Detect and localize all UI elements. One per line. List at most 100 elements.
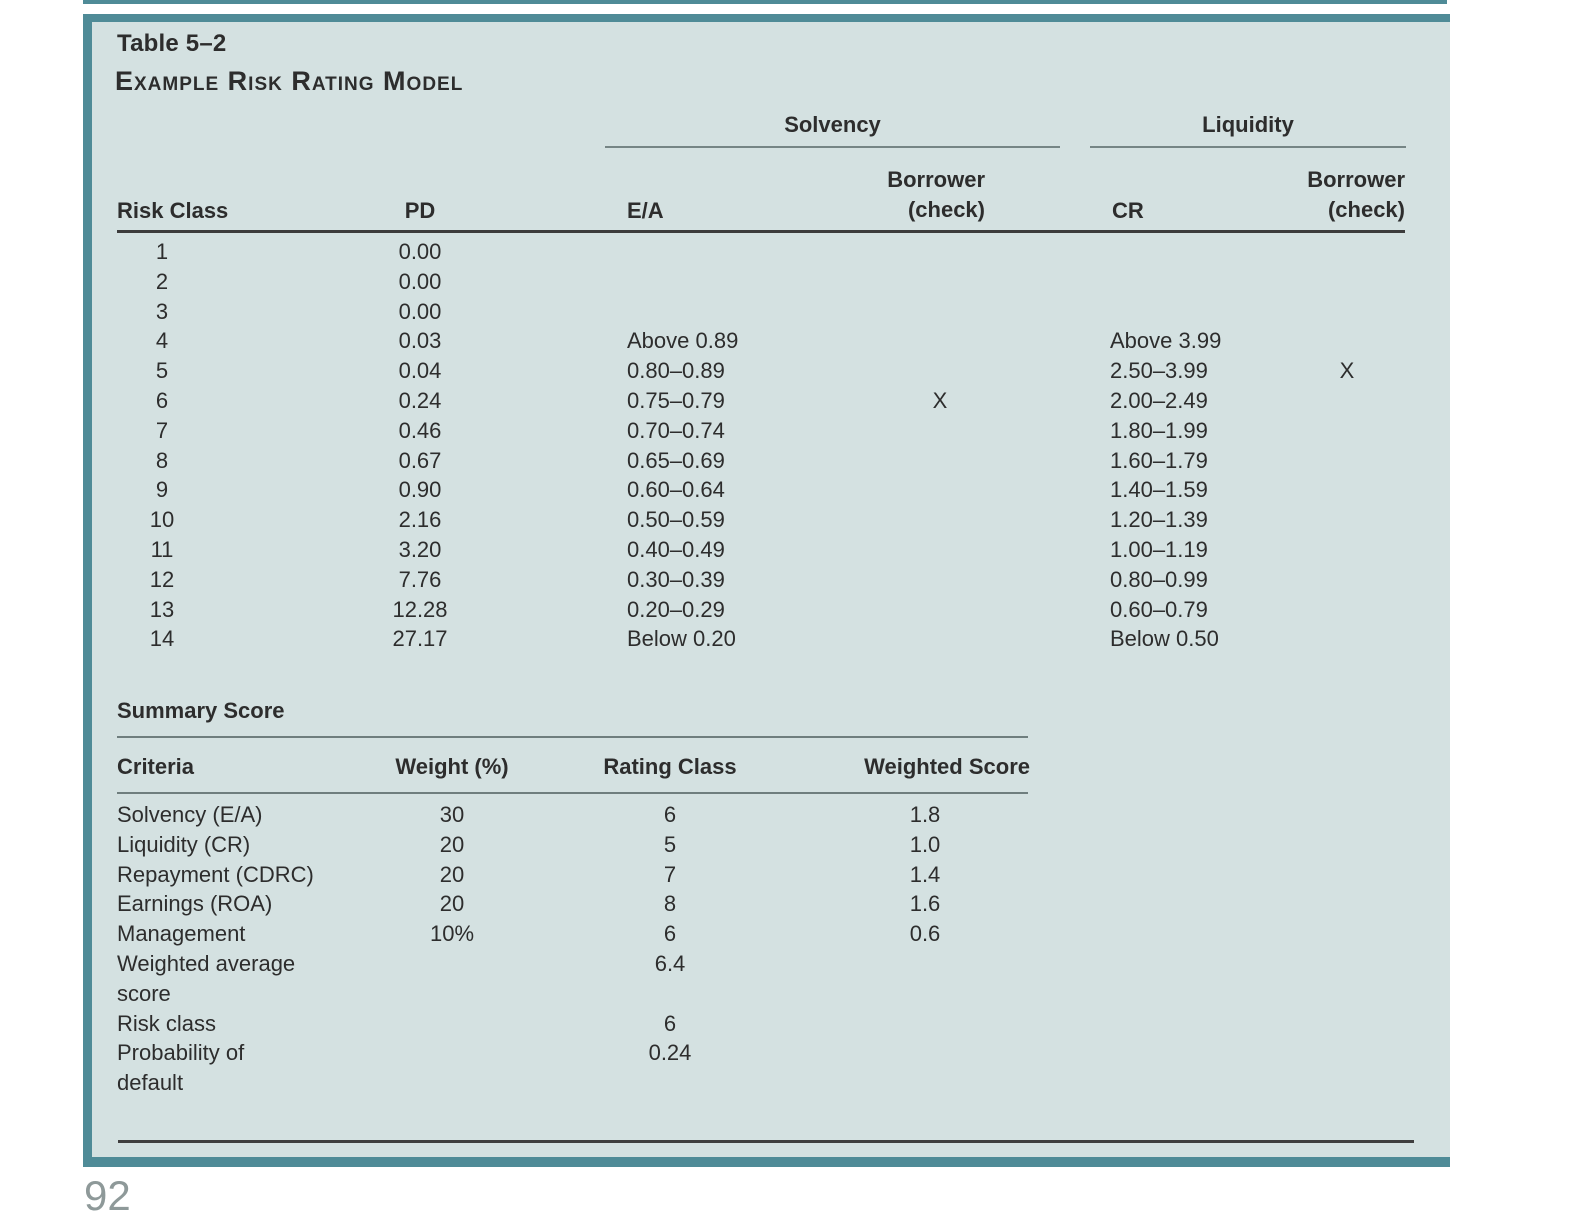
weighted-score-cell: 1.0	[909, 831, 941, 857]
risk-class-rows: 1 0.00 2 0.00 3 0.00	[117, 237, 1427, 654]
rating-class-cell: 6.4	[654, 950, 686, 976]
summary-row: Management 10% 6 0.6	[117, 919, 1427, 949]
cr-range-cell: 1.40–1.59	[1110, 477, 1208, 503]
risk-class-cell: 13	[149, 596, 175, 622]
previous-panel-edge	[83, 0, 1447, 4]
column-header-cr: CR	[1112, 198, 1144, 223]
liquidity-check-cell	[1277, 326, 1417, 356]
pd-cell: 0.04	[398, 358, 442, 384]
liquidity-group-label: Liquidity	[1202, 112, 1294, 137]
solvency-check-cell	[870, 356, 1010, 386]
risk-class-cell: 4	[155, 328, 169, 354]
pd-cell: 0.24	[398, 387, 442, 413]
solvency-check-cell: X	[932, 387, 948, 413]
pd-cell: 0.00	[398, 298, 442, 324]
solvency-check-cell	[870, 326, 1010, 356]
risk-table-row: 13 12.28 0.20–0.29 0.60–0.79	[117, 595, 1427, 625]
summary-top-rule	[117, 736, 1028, 738]
ea-range-cell: 0.50–0.59	[627, 507, 725, 533]
risk-class-cell: 1	[155, 239, 169, 264]
table-label: Table 5–2	[117, 30, 227, 57]
summary-header-row: Criteria Weight (%) Rating Class Weighte…	[117, 752, 1030, 782]
liquidity-check-cell	[1277, 624, 1417, 654]
cr-range-cell: 0.80–0.99	[1110, 566, 1208, 592]
liquidity-check-cell	[1277, 386, 1417, 416]
weighted-score-cell: 1.8	[909, 802, 941, 827]
column-header-ea: E/A	[627, 198, 664, 223]
liquidity-check-cell	[1277, 267, 1417, 297]
weighted-score-cell: 0.6	[909, 921, 941, 947]
summary-row: Earnings (ROA) 20 8 1.6	[117, 889, 1427, 919]
risk-class-cell: 7	[155, 417, 169, 443]
liquidity-check-cell	[1277, 505, 1417, 535]
liquidity-group-header: Liquidity	[1090, 110, 1406, 148]
risk-class-cell: 14	[149, 626, 175, 652]
liquidity-check-cell	[1277, 475, 1417, 505]
column-header-liquidity-borrower-check: Borrower (check)	[1307, 167, 1405, 222]
risk-table-row: 14 27.17 Below 0.20 Below 0.50	[117, 624, 1427, 654]
weight-cell: 30	[439, 802, 465, 827]
cr-range-cell: 1.00–1.19	[1110, 536, 1208, 562]
solvency-check-cell	[870, 297, 1010, 327]
weight-cell: 20	[439, 861, 465, 887]
cr-range-cell	[1110, 297, 1270, 327]
risk-class-cell: 2	[155, 268, 169, 294]
pd-cell: 0.00	[398, 239, 442, 264]
pd-cell: 7.76	[398, 566, 442, 592]
risk-class-cell: 6	[155, 387, 169, 413]
summary-row: Repayment (CDRC) 20 7 1.4	[117, 860, 1427, 890]
summary-row: Weighted average score 6.4	[117, 949, 1427, 1009]
pd-cell: 0.46	[398, 417, 442, 443]
summary-header-weight: Weight (%)	[395, 754, 509, 779]
risk-class-cell: 8	[155, 447, 169, 473]
risk-table-row: 4 0.03 Above 0.89 Above 3.99	[117, 326, 1427, 356]
rating-class-cell: 6	[663, 802, 677, 827]
risk-table-row: 7 0.46 0.70–0.74 1.80–1.99	[117, 416, 1427, 446]
risk-class-cell: 5	[155, 358, 169, 384]
column-header-pd: PD	[404, 198, 436, 223]
rating-class-cell: 8	[663, 891, 677, 917]
solvency-check-cell	[870, 505, 1010, 535]
solvency-check-cell	[870, 416, 1010, 446]
solvency-check-cell	[870, 237, 1010, 267]
pd-cell: 12.28	[392, 596, 448, 622]
ea-range-cell	[627, 297, 827, 327]
pd-cell: 0.00	[398, 268, 442, 294]
solvency-check-cell	[870, 446, 1010, 476]
pd-cell: 27.17	[392, 626, 448, 652]
cr-range-cell	[1110, 237, 1270, 267]
risk-table-row: 2 0.00	[117, 267, 1427, 297]
risk-table-row: 12 7.76 0.30–0.39 0.80–0.99	[117, 565, 1427, 595]
column-header-risk-class: Risk Class	[117, 198, 229, 223]
solvency-check-cell	[870, 475, 1010, 505]
rating-class-cell: 5	[663, 831, 677, 857]
criteria-cell: Liquidity (CR)	[117, 831, 251, 857]
liquidity-check-cell	[1277, 565, 1417, 595]
solvency-check-cell	[870, 267, 1010, 297]
pd-cell: 0.67	[398, 447, 442, 473]
weighted-score-cell: 1.6	[909, 891, 941, 917]
solvency-group-header: Solvency	[605, 110, 1060, 148]
weighted-score-cell: 1.4	[909, 861, 941, 887]
criteria-cell: Repayment (CDRC)	[117, 861, 314, 887]
criteria-cell: Weighted average score	[117, 950, 296, 1006]
summary-header-criteria: Criteria	[117, 754, 195, 779]
summary-row: Liquidity (CR) 20 5 1.0	[117, 830, 1427, 860]
cr-range-cell: 1.80–1.99	[1110, 417, 1208, 443]
cr-range-cell: Below 0.50	[1110, 626, 1219, 652]
criteria-cell: Probability of default	[117, 1040, 245, 1096]
cr-range-cell: 1.20–1.39	[1110, 507, 1208, 533]
summary-row: Probability of default 0.24	[117, 1038, 1427, 1098]
cr-range-cell: 0.60–0.79	[1110, 596, 1208, 622]
risk-class-cell: 12	[149, 566, 175, 592]
solvency-group-label: Solvency	[784, 112, 881, 137]
rating-class-cell: 6	[663, 1010, 677, 1036]
summary-mid-rule	[117, 792, 1028, 794]
risk-rating-table-panel: Table 5–2 Example Risk Rating Model Solv…	[83, 14, 1450, 1167]
liquidity-check-cell	[1277, 595, 1417, 625]
cr-range-cell: Above 3.99	[1110, 328, 1222, 354]
risk-class-cell: 10	[149, 507, 175, 533]
ea-range-cell: 0.70–0.74	[627, 417, 725, 443]
cr-range-cell: 2.50–3.99	[1110, 358, 1208, 384]
